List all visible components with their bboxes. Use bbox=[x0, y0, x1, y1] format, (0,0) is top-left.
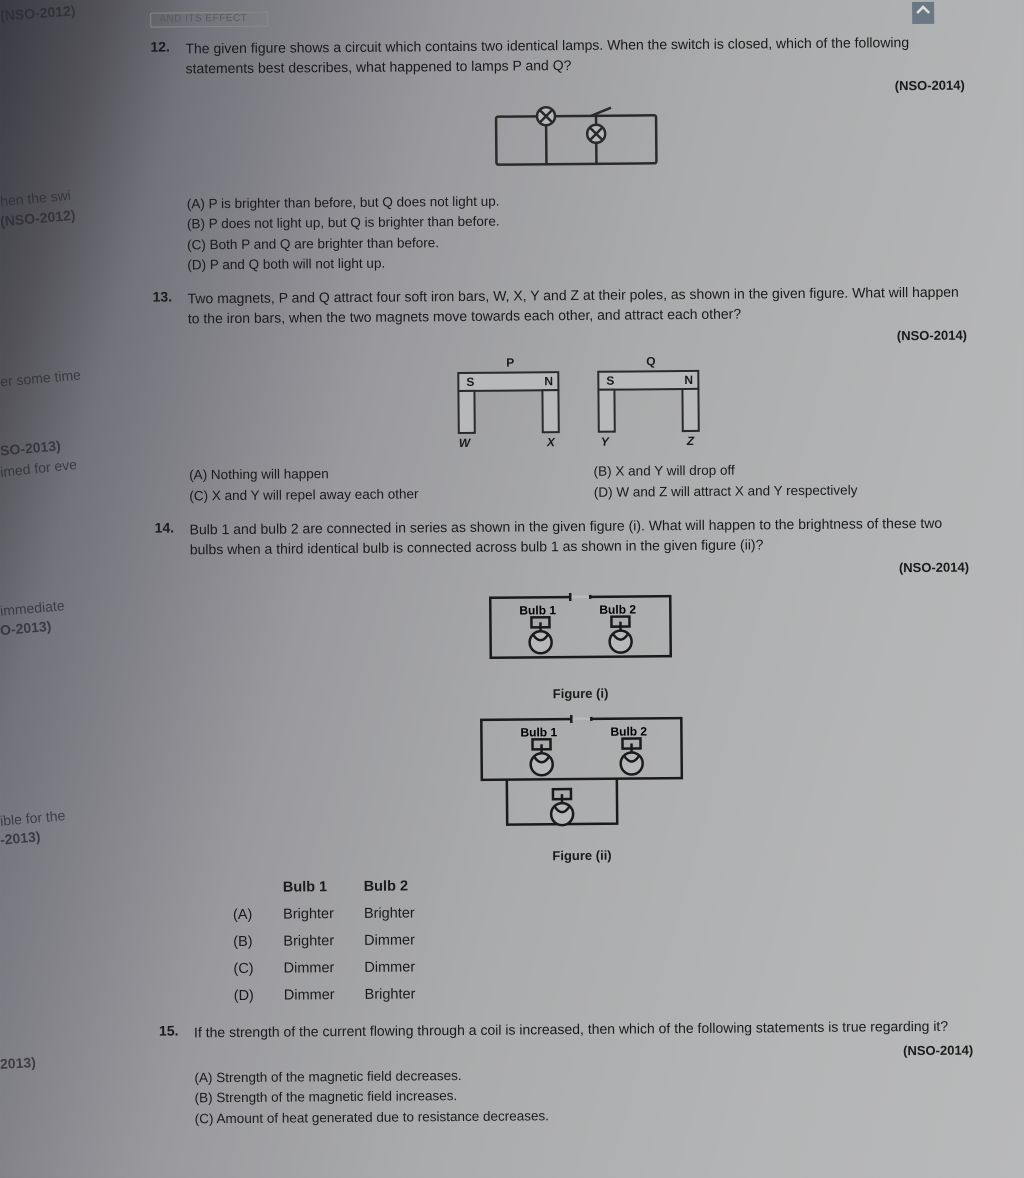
svg-text:S: S bbox=[606, 374, 614, 388]
col-header: Bulb 1 bbox=[283, 873, 364, 901]
question-text: The given figure shows a circuit which c… bbox=[185, 32, 964, 79]
svg-text:Q: Q bbox=[646, 355, 655, 369]
svg-text:S: S bbox=[466, 375, 474, 389]
figure-label: Figure (ii) bbox=[192, 843, 971, 869]
figure-i: Bulb 1 Bulb 2 Figure (i) bbox=[190, 584, 970, 707]
options: (A) P is brighter than before, but Q doe… bbox=[187, 187, 967, 275]
question-text: If the strength of the current flowing t… bbox=[194, 1015, 973, 1042]
option-c: (C) X and Y will repel away each other bbox=[189, 483, 564, 506]
svg-text:P: P bbox=[506, 356, 514, 370]
source-tag: (NSO-2014) bbox=[188, 326, 967, 352]
svg-text:Bulb 2: Bulb 2 bbox=[610, 725, 647, 739]
options: (A) Strength of the magnetic field decre… bbox=[194, 1061, 973, 1128]
page-content: AND ITS EFFECT 12. The given figure show… bbox=[0, 0, 1024, 1153]
svg-text:W: W bbox=[458, 436, 471, 450]
source-tag: (NSO-2014) bbox=[186, 76, 965, 102]
table-row: (D)DimmerBrighter bbox=[234, 981, 446, 1010]
options: (A) Nothing will happen (B) X and Y will… bbox=[189, 457, 968, 507]
question-text: Two magnets, P and Q attract four soft i… bbox=[188, 282, 967, 329]
figure-label: Figure (i) bbox=[191, 681, 970, 707]
chevron-icon bbox=[912, 2, 934, 24]
svg-text:N: N bbox=[684, 373, 693, 387]
table-row: (C)DimmerDimmer bbox=[233, 954, 445, 983]
svg-text:X: X bbox=[545, 436, 555, 450]
question-number: 15. bbox=[159, 1022, 195, 1130]
svg-text:Bulb 2: Bulb 2 bbox=[599, 603, 636, 617]
question-text: Bulb 1 and bulb 2 are connected in serie… bbox=[190, 512, 969, 559]
svg-text:Bulb 1: Bulb 1 bbox=[520, 726, 557, 740]
col-header: Bulb 2 bbox=[364, 873, 445, 901]
question-12: 12. The given figure shows a circuit whi… bbox=[150, 32, 966, 277]
question-15: 15. If the strength of the current flowi… bbox=[159, 1015, 974, 1130]
magnets-figure: P Q S N S N W X Y Z bbox=[188, 351, 968, 458]
question-number: 13. bbox=[153, 288, 190, 507]
svg-text:Z: Z bbox=[685, 434, 694, 448]
question-number: 14. bbox=[155, 519, 194, 1010]
question-number: 12. bbox=[150, 38, 187, 276]
question-13: 13. Two magnets, P and Q attract four so… bbox=[153, 282, 969, 508]
svg-text:N: N bbox=[544, 375, 553, 389]
figure-ii: Bulb 1 Bulb 2 Figure (ii) bbox=[191, 706, 971, 869]
answer-table: Bulb 1 Bulb 2 (A)BrighterBrighter (B)Bri… bbox=[233, 873, 446, 1010]
top-bar: AND ITS EFFECT bbox=[150, 2, 964, 31]
circuit-figure bbox=[186, 101, 966, 188]
source-tag: (NSO-2014) bbox=[899, 559, 969, 578]
question-14: 14. Bulb 1 and bulb 2 are connected in s… bbox=[155, 512, 973, 1010]
section-tab: AND ITS EFFECT bbox=[150, 11, 268, 27]
table-row: (A)BrighterBrighter bbox=[233, 900, 445, 929]
svg-text:Y: Y bbox=[600, 435, 609, 449]
option-b: (B) X and Y will drop off bbox=[594, 458, 969, 481]
svg-text:Bulb 1: Bulb 1 bbox=[519, 603, 556, 617]
option-a: (A) Nothing will happen bbox=[189, 462, 564, 485]
option-d: (D) W and Z will attract X and Y respect… bbox=[594, 480, 969, 503]
table-row: (B)BrighterDimmer bbox=[233, 927, 445, 956]
table-header: Bulb 1 Bulb 2 bbox=[233, 873, 445, 902]
